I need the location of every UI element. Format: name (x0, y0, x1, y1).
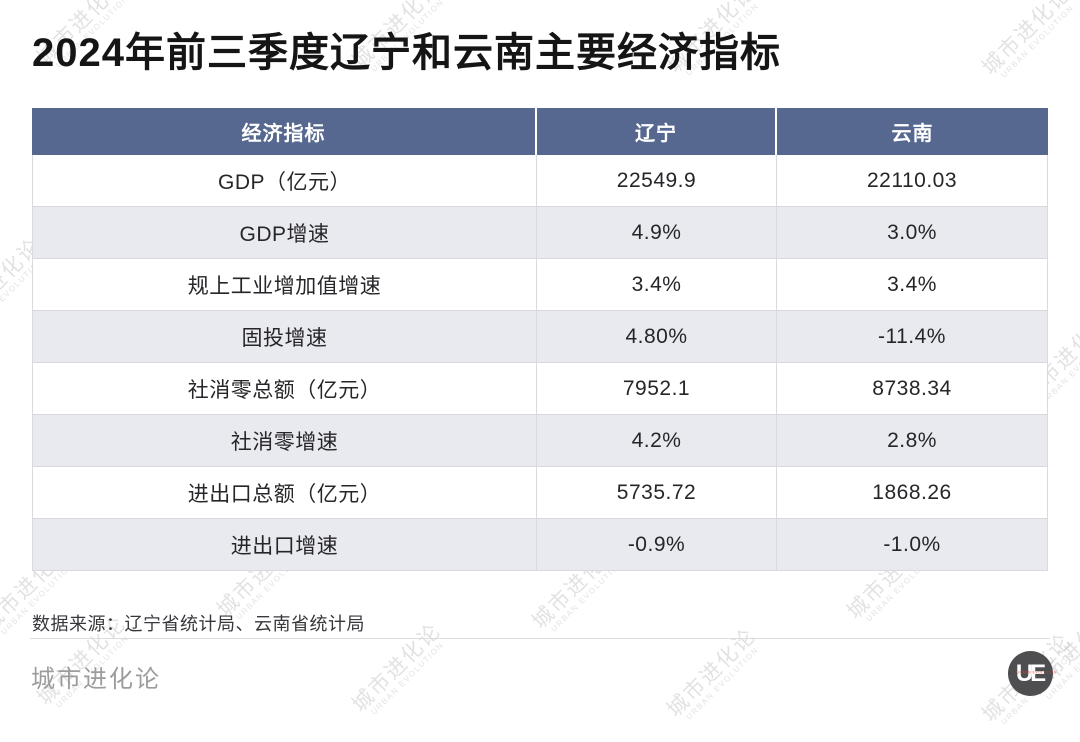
ue-logo-text: UE (1015, 659, 1046, 687)
yunnan-value-cell: 2.8% (887, 428, 937, 452)
ue-logo-subtext: URBAN EVOLUTION (1016, 671, 1057, 675)
indicator-cell: 固投增速 (33, 311, 537, 362)
page-title: 2024年前三季度辽宁和云南主要经济指标 (32, 31, 781, 75)
economic-indicators-table: 经济指标 辽宁 云南 GDP（亿元） 22549.9 22110.03 GDP增速 4.… (32, 108, 1048, 571)
liaoning-value-cell: 4.2% (537, 415, 777, 466)
header-cell-yunnan: 云南 (891, 123, 934, 145)
liaoning-value-cell: 4.80% (537, 311, 777, 362)
indicator-cell: 进出口增速 (33, 519, 537, 570)
liaoning-value-cell: -0.9% (537, 519, 777, 570)
liaoning-value-cell: 3.4% (537, 259, 777, 310)
header-cell-liaoning: 辽宁 (537, 108, 777, 155)
yunnan-value-cell: 1868.26 (872, 480, 952, 504)
brand-name: 城市进化论 (31, 666, 161, 693)
table-row: 社消零总额（亿元） 7952.1 8738.34 (33, 362, 1047, 414)
indicator-cell: 规上工业增加值增速 (33, 259, 537, 310)
table-row: 进出口总额（亿元） 5735.72 1868.26 (33, 466, 1047, 518)
indicator-cell: 社消零总额（亿元） (33, 363, 537, 414)
table-header-row: 经济指标 辽宁 云南 (32, 108, 1048, 155)
table-row: 社消零增速 4.2% 2.8% (33, 414, 1047, 466)
liaoning-value-cell: 7952.1 (537, 363, 777, 414)
data-source-note: 数据来源：辽宁省统计局、云南省统计局 (32, 614, 365, 634)
yunnan-value-cell: -11.4% (878, 324, 946, 348)
table-row: GDP（亿元） 22549.9 22110.03 (33, 155, 1047, 206)
table-row: GDP增速 4.9% 3.0% (33, 206, 1047, 258)
liaoning-value-cell: 4.9% (537, 207, 777, 258)
table-row: 固投增速 4.80% -11.4% (33, 310, 1047, 362)
ue-logo: UE URBAN EVOLUTION (1008, 651, 1057, 696)
yunnan-value-cell: 8738.34 (872, 376, 952, 400)
yunnan-value-cell: 3.0% (887, 220, 937, 244)
yunnan-value-cell: 22110.03 (866, 168, 958, 192)
yunnan-value-cell: -1.0% (883, 532, 941, 556)
indicator-cell: 社消零增速 (33, 415, 537, 466)
indicator-cell: GDP（亿元） (33, 155, 537, 206)
liaoning-value-cell: 22549.9 (537, 155, 777, 206)
yunnan-value-cell: 3.4% (887, 272, 937, 296)
footer-divider (30, 638, 1050, 639)
table-row: 规上工业增加值增速 3.4% 3.4% (33, 258, 1047, 310)
table-body: GDP（亿元） 22549.9 22110.03 GDP增速 4.9% 3.0% 规上工业增… (32, 155, 1048, 571)
header-cell-indicator: 经济指标 (32, 108, 537, 155)
liaoning-value-cell: 5735.72 (537, 467, 777, 518)
indicator-cell: 进出口总额（亿元） (33, 467, 537, 518)
table-row: 进出口增速 -0.9% -1.0% (33, 518, 1047, 570)
indicator-cell: GDP增速 (33, 207, 537, 258)
